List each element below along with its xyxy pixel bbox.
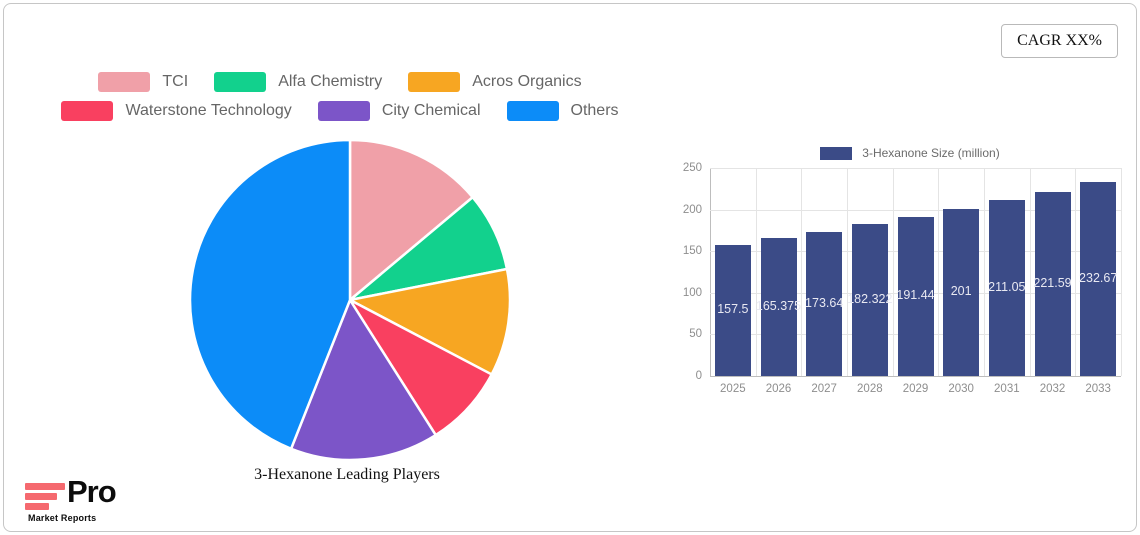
legend-label: Acros Organics — [472, 73, 582, 90]
bar-2028 — [851, 224, 888, 376]
y-tick-label: 200 — [682, 203, 702, 216]
legend-label: City Chemical — [381, 102, 481, 119]
pie-chart — [186, 136, 514, 464]
y-axis-line — [710, 168, 711, 376]
v-gridline — [755, 168, 757, 376]
bar-2030 — [943, 208, 980, 376]
bar-2026 — [760, 238, 797, 376]
legend-item-alfa-chemistry: Alfa Chemistry — [214, 72, 382, 92]
bar-value-label: 232.67 — [1079, 271, 1118, 286]
legend-swatch — [61, 101, 114, 121]
pie-legend: TCI Alfa Chemistry Acros Organics Waterston… — [40, 72, 640, 121]
bar-2032 — [1034, 191, 1071, 376]
legend-item-acros-organics: Acros Organics — [408, 72, 582, 92]
h-gridline — [710, 209, 1121, 211]
bar-legend-label: 3-Hexanone Size (million) — [862, 146, 1000, 160]
x-tick-label: 2033 — [1085, 383, 1111, 395]
v-gridline — [1121, 168, 1122, 376]
legend-item-city-chemical: City Chemical — [317, 101, 481, 121]
x-tick-label: 2031 — [994, 383, 1020, 395]
bar-value-label: 211.05 — [988, 280, 1026, 295]
bar-chart-legend: 3-Hexanone Size (million) — [690, 146, 1130, 160]
v-gridline — [892, 168, 894, 376]
bar-value-label: 221.59 — [1033, 275, 1072, 290]
x-tick-label: 2030 — [948, 383, 974, 395]
bar-2025 — [714, 244, 751, 376]
y-tick-label: 100 — [682, 286, 702, 299]
cagr-badge: CAGR XX% — [1001, 24, 1118, 58]
legend-swatch — [506, 101, 559, 121]
pie-chart-title: 3-Hexanone Leading Players — [254, 466, 440, 483]
bar-value-label: 173.64 — [805, 295, 844, 310]
legend-swatch — [317, 101, 370, 121]
x-tick-label: 2026 — [765, 383, 792, 395]
bar-value-label: 157.5 — [717, 302, 749, 317]
bar-value-label: 182.322 — [847, 292, 893, 307]
v-gridline — [984, 168, 985, 376]
bar-2031 — [988, 200, 1025, 376]
logo-subtitle: Market Reports — [28, 513, 97, 523]
bar-2029 — [897, 216, 934, 376]
y-tick-label: 150 — [682, 245, 702, 258]
bar-chart-plot-area: 0 50 100 150 200 250 157.5 2025 165.375 2026 173.6… — [683, 162, 1122, 395]
legend-swatch — [98, 72, 151, 92]
x-tick-label: 2032 — [1039, 383, 1066, 395]
legend-item-others: Others — [506, 101, 619, 121]
v-gridline — [1029, 168, 1031, 376]
bar-legend-swatch — [820, 146, 853, 160]
legend-label: Alfa Chemistry — [278, 73, 383, 90]
logo-bars-icon — [25, 483, 65, 510]
pie-slice-acros-organics — [348, 267, 512, 376]
y-tick-label: 250 — [682, 162, 702, 174]
legend-label: Waterstone Technology — [125, 102, 292, 119]
y-tick-label: 50 — [689, 328, 702, 341]
legend-swatch — [214, 72, 267, 92]
legend-item-waterstone-technology: Waterstone Technology — [61, 101, 292, 121]
v-gridline — [1075, 168, 1077, 376]
legend-item-tci: TCI — [98, 72, 188, 92]
h-gridline — [710, 168, 1121, 169]
logo-text: Pro — [67, 474, 117, 509]
pie-slice-others — [188, 138, 352, 451]
legend-swatch — [408, 72, 461, 92]
x-tick-label: 2028 — [857, 383, 883, 395]
bar-2033 — [1080, 182, 1117, 376]
legend-label: Others — [570, 102, 619, 119]
x-tick-label: 2027 — [811, 383, 837, 395]
bar-value-label: 191.44 — [896, 288, 935, 303]
v-gridline — [847, 168, 848, 376]
x-tick-label: 2029 — [902, 383, 929, 395]
bar-value-label: 165.375 — [755, 299, 802, 314]
bar-2027 — [806, 231, 843, 376]
v-gridline — [938, 168, 940, 376]
bar-value-label: 201 — [950, 284, 972, 299]
v-gridline — [801, 168, 803, 376]
x-tick-label: 2025 — [720, 383, 746, 395]
pie-slice-city-chemical — [289, 298, 437, 462]
pie-svg — [188, 138, 512, 462]
y-tick-label: 0 — [695, 370, 702, 382]
pro-market-reports-logo: Pro Market Reports — [25, 474, 117, 523]
pie-slice-tci — [348, 138, 474, 302]
x-axis-line — [710, 376, 1121, 377]
legend-label: TCI — [162, 73, 189, 90]
